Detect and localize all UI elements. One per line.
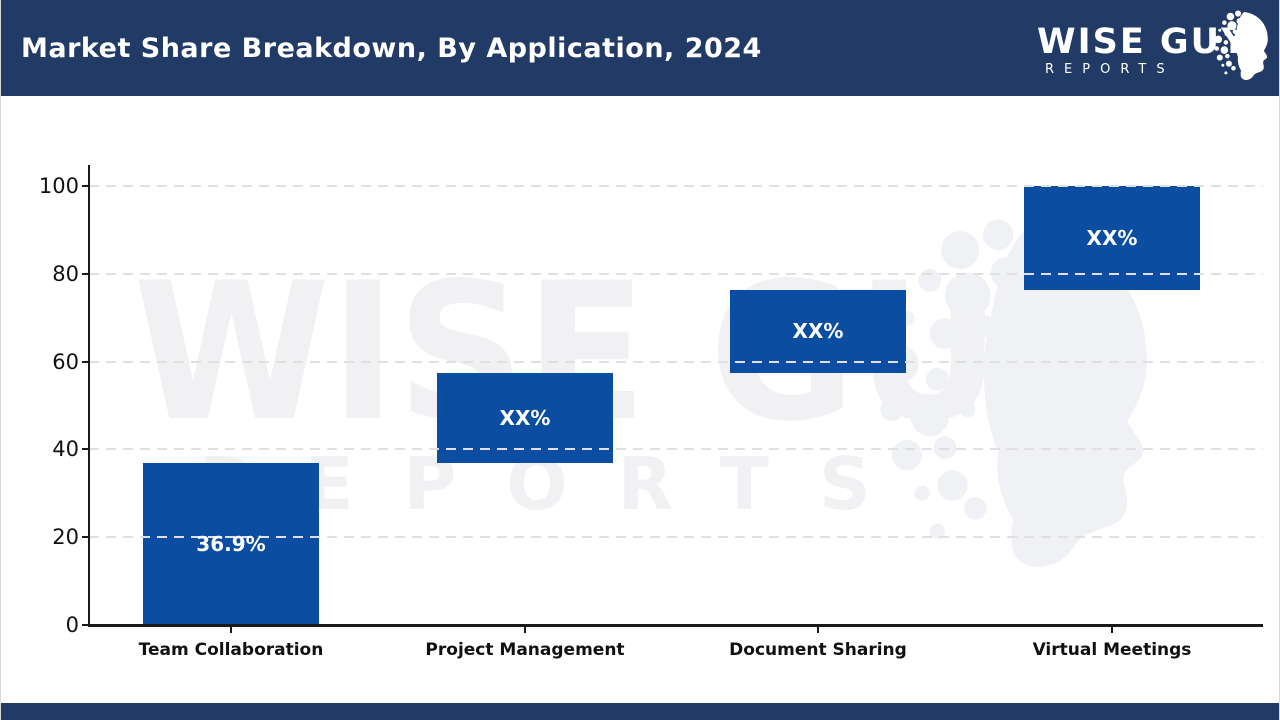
bar-value-label: 36.9%	[196, 532, 266, 556]
y-tick-mark	[82, 185, 89, 187]
x-axis-line	[88, 624, 1263, 627]
y-gridline	[89, 185, 1263, 187]
category-label: Project Management	[425, 640, 625, 660]
bar	[1024, 186, 1200, 290]
x-tick-mark	[1111, 625, 1113, 633]
x-tick-mark	[524, 625, 526, 633]
y-tick-label: 40	[52, 437, 79, 462]
category-label: Document Sharing	[729, 640, 907, 660]
watermark-face-icon	[880, 219, 1148, 567]
y-tick-mark	[82, 448, 89, 451]
x-tick-mark	[817, 625, 819, 633]
y-tick-mark	[82, 536, 89, 539]
logo: WISE GUY REPORTS	[1007, 4, 1268, 92]
y-tick-label: 80	[52, 261, 79, 286]
bar-value-label: XX%	[1086, 225, 1138, 250]
logo-wordmark: WISE GUY	[1037, 22, 1249, 62]
bar	[730, 289, 906, 373]
y-tick-mark	[82, 360, 89, 363]
footer-bar	[1, 703, 1279, 720]
y-tick-label: 100	[38, 174, 79, 198]
y-tick-label: 0	[65, 613, 79, 637]
y-tick-label: 60	[52, 349, 79, 374]
x-tick-mark	[230, 625, 232, 633]
logo-face-icon	[1214, 10, 1268, 80]
y-gridline	[89, 360, 1263, 363]
y-tick-mark	[82, 624, 89, 626]
y-tick-mark	[82, 272, 89, 275]
bar-value-label: XX%	[792, 319, 844, 344]
logo-subtitle: REPORTS	[1045, 62, 1175, 77]
y-gridline	[89, 448, 1263, 451]
category-label: Virtual Meetings	[1032, 640, 1192, 660]
bar	[143, 463, 319, 625]
y-axis-line	[88, 165, 90, 627]
page-title: Market Share Breakdown, By Application, …	[21, 32, 762, 64]
y-gridline	[89, 272, 1263, 275]
header-bar: Market Share Breakdown, By Application, …	[1, 0, 1279, 96]
y-gridline	[89, 536, 1263, 539]
bar-value-label: XX%	[499, 405, 551, 430]
category-label: Team Collaboration	[138, 640, 324, 660]
y-tick-label: 20	[52, 525, 79, 550]
bar	[437, 372, 613, 463]
